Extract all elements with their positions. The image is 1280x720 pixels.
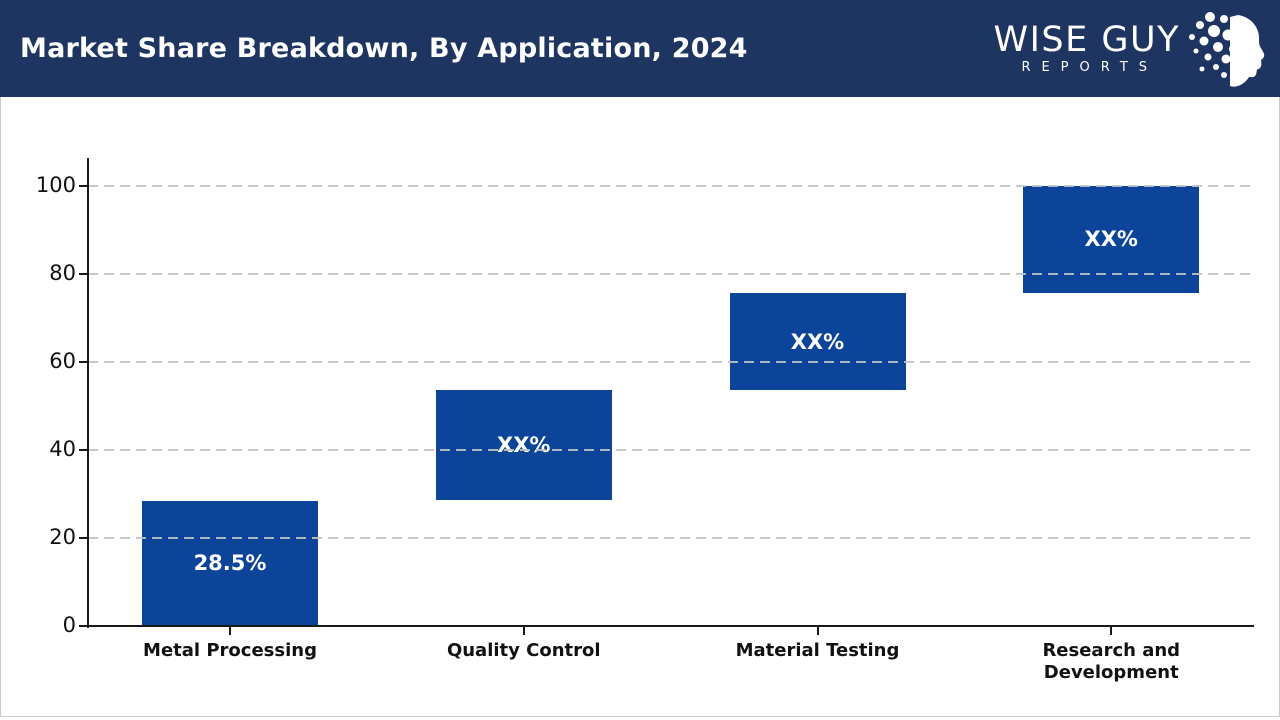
x-axis-tick <box>1110 627 1113 635</box>
x-category-label: Metal Processing <box>143 640 317 661</box>
brand-logo: WISE GUY REPORTS <box>993 7 1280 91</box>
brand-face-icon <box>1189 11 1265 87</box>
brand-logo-text: WISE GUY REPORTS <box>993 22 1180 75</box>
header-bar: Market Share Breakdown, By Application, … <box>0 0 1280 97</box>
grid-line <box>88 272 1253 275</box>
bar-segment: XX% <box>435 390 612 501</box>
y-axis-tick <box>79 360 87 363</box>
brand-name: WISE GUY <box>993 20 1180 61</box>
brand-subname: REPORTS <box>1021 59 1159 75</box>
y-axis-tick <box>79 625 87 627</box>
x-category-label: Research and Development <box>1042 640 1181 683</box>
bar-segment: XX% <box>729 292 906 391</box>
x-axis-line <box>87 625 1254 627</box>
bar-value-label: 28.5% <box>193 551 267 576</box>
y-axis-tick <box>79 272 87 275</box>
grid-line <box>88 360 1253 363</box>
y-axis-tick <box>79 184 87 187</box>
x-axis-tick <box>522 627 525 635</box>
y-tick-label: 60 <box>49 348 76 373</box>
y-tick-label: 0 <box>62 613 76 637</box>
y-axis-tick <box>79 448 87 451</box>
y-axis-tick <box>79 536 87 539</box>
y-axis-line <box>87 158 89 628</box>
grid-line <box>88 448 1253 451</box>
x-axis-tick <box>229 627 231 635</box>
x-category-label: Material Testing <box>735 640 900 661</box>
figure-border <box>0 716 1280 717</box>
y-tick-label: 100 <box>35 172 76 197</box>
bar-segment: 28.5% <box>142 500 318 626</box>
bar-value-label: XX% <box>790 329 845 354</box>
grid-line <box>88 536 1253 539</box>
bar-segment: XX% <box>1023 185 1200 293</box>
bar-value-label: XX% <box>1084 227 1138 252</box>
y-tick-label: 80 <box>49 260 76 285</box>
y-tick-label: 20 <box>49 524 76 549</box>
y-tick-label: 40 <box>49 436 76 461</box>
x-axis-tick <box>816 627 819 635</box>
grid-line <box>88 184 1253 187</box>
bar-value-label: XX% <box>497 433 551 458</box>
page-title: Market Share Breakdown, By Application, … <box>20 33 748 64</box>
x-category-label: Quality Control <box>446 640 601 661</box>
